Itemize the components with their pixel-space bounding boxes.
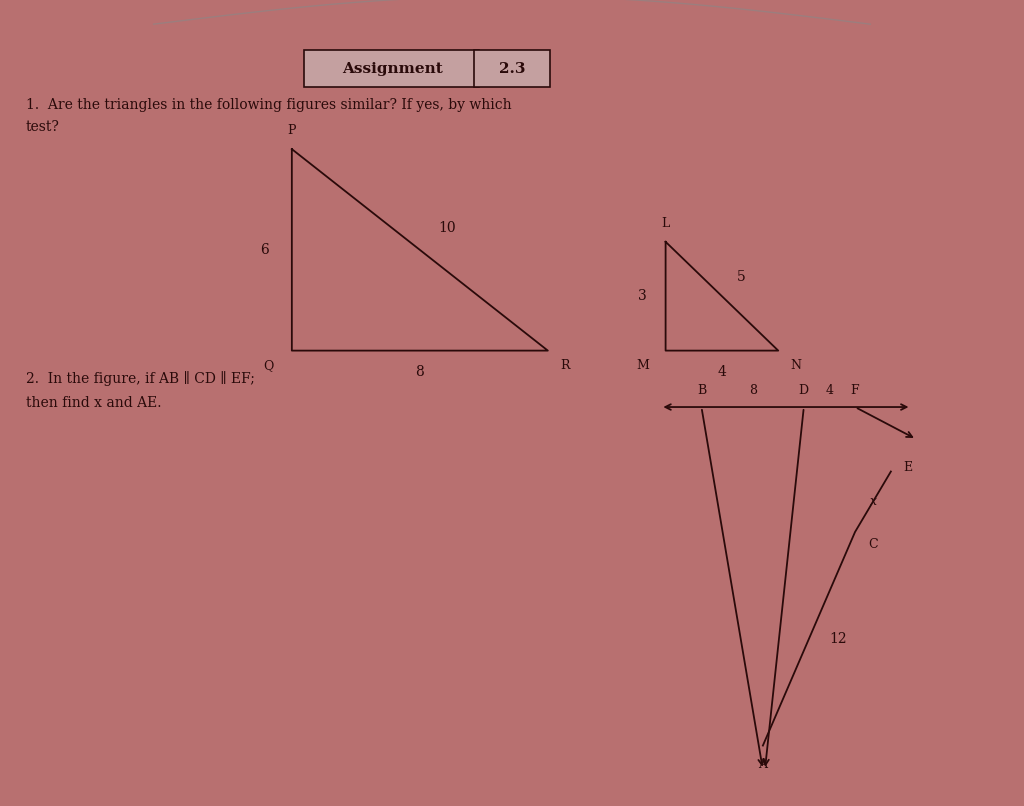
- Text: 8: 8: [416, 365, 424, 379]
- Text: 10: 10: [438, 222, 456, 235]
- Text: 3: 3: [638, 289, 647, 303]
- Text: Assignment: Assignment: [342, 61, 442, 76]
- Text: 1.  Are the triangles in the following figures similar? If yes, by which: 1. Are the triangles in the following fi…: [26, 98, 511, 112]
- Text: R: R: [560, 359, 569, 372]
- Text: E: E: [903, 461, 912, 474]
- Text: 8: 8: [749, 384, 757, 397]
- FancyBboxPatch shape: [474, 50, 550, 87]
- Text: D: D: [799, 384, 809, 397]
- Text: N: N: [791, 359, 802, 372]
- Text: F: F: [851, 384, 859, 397]
- Text: C: C: [868, 538, 878, 551]
- Text: M: M: [636, 359, 649, 372]
- Text: L: L: [662, 217, 670, 230]
- Text: 2.  In the figure, if AB ∥ CD ∥ EF;: 2. In the figure, if AB ∥ CD ∥ EF;: [26, 372, 255, 386]
- Text: test?: test?: [26, 120, 59, 135]
- Text: 2.3: 2.3: [499, 61, 525, 76]
- Text: 6: 6: [260, 243, 269, 257]
- Text: 5: 5: [737, 270, 746, 285]
- Text: B: B: [696, 384, 707, 397]
- Text: 12: 12: [829, 632, 847, 646]
- Text: Q: Q: [263, 359, 273, 372]
- FancyBboxPatch shape: [304, 50, 479, 87]
- Text: x: x: [870, 495, 878, 509]
- Text: A: A: [759, 758, 767, 771]
- Text: then find x and AE.: then find x and AE.: [26, 396, 161, 410]
- Text: P: P: [288, 124, 296, 137]
- Text: 4: 4: [825, 384, 834, 397]
- Text: 4: 4: [718, 365, 726, 379]
